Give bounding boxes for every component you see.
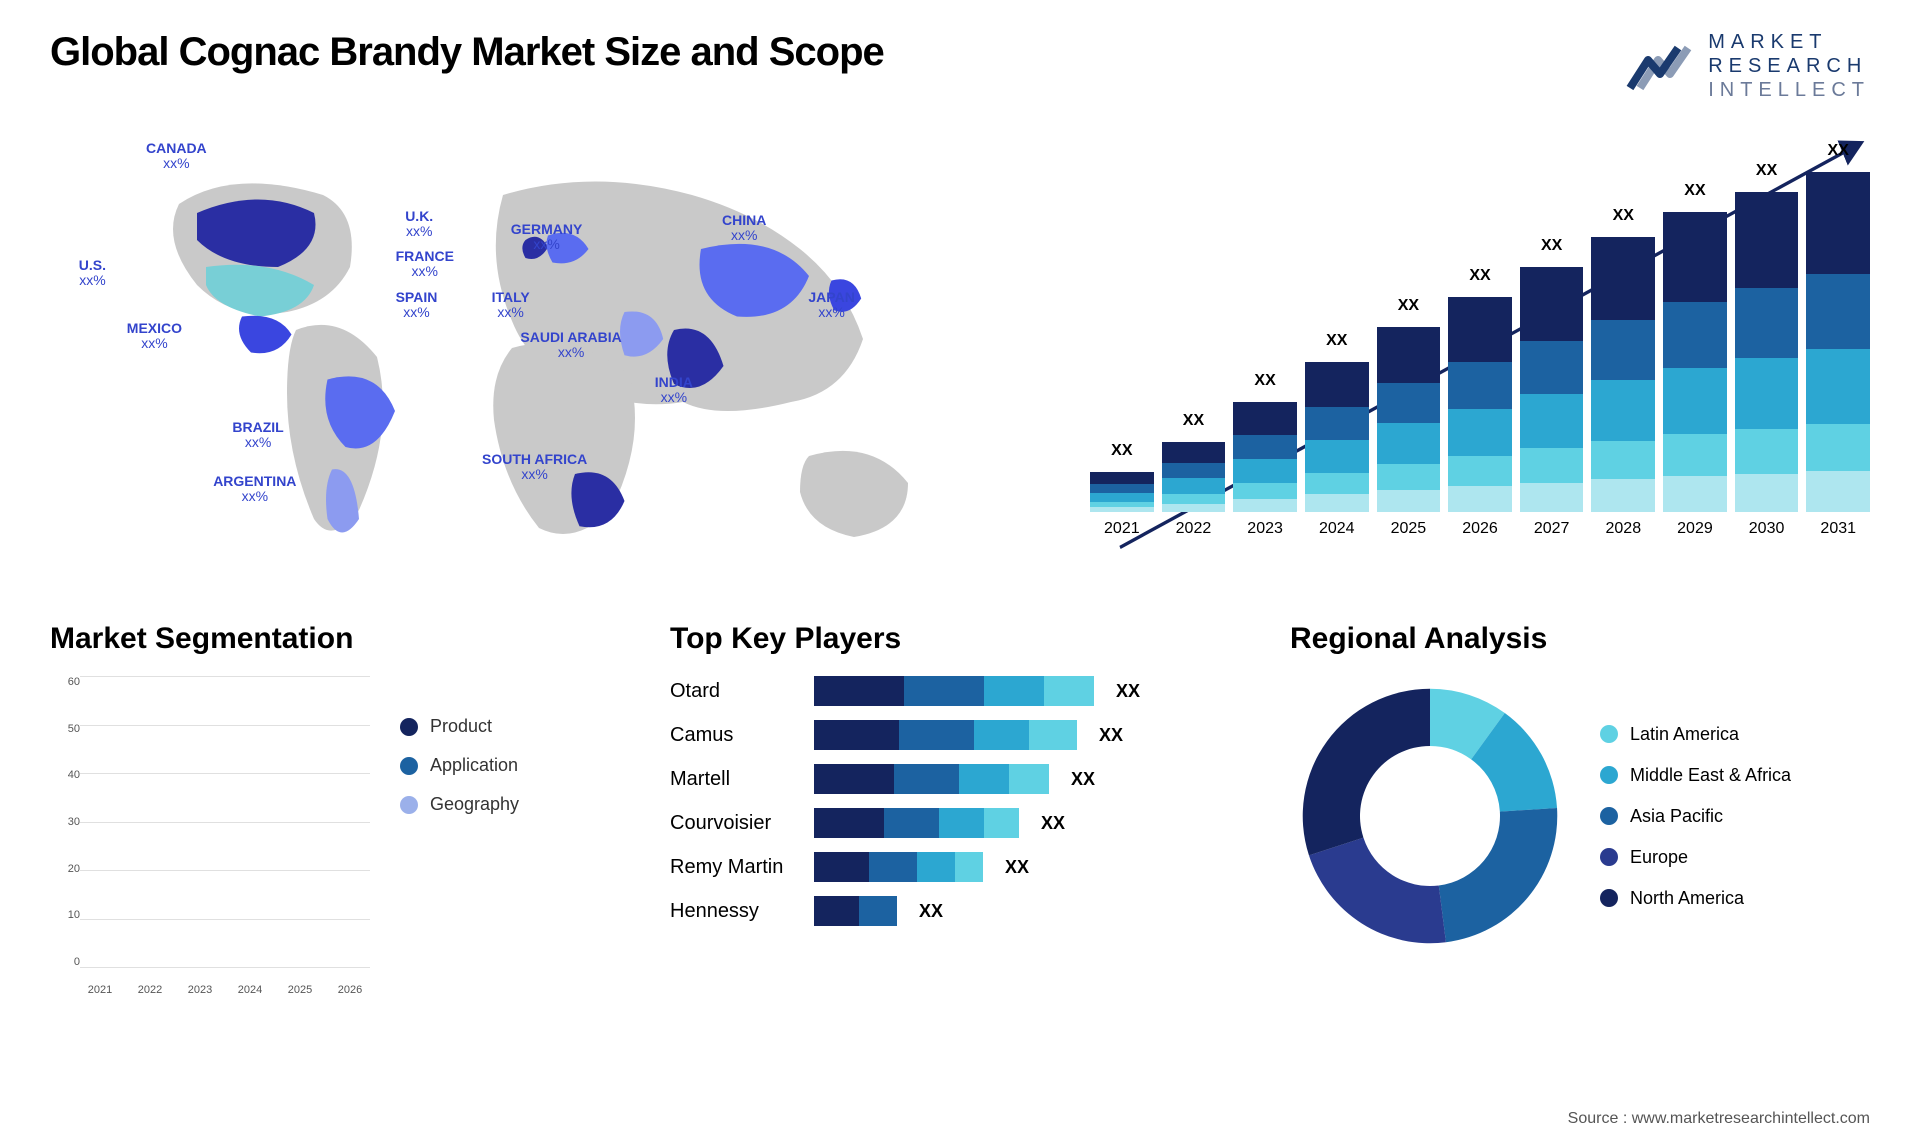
regional-legend-item: Latin America	[1600, 724, 1791, 745]
forecast-year: 2021	[1090, 520, 1154, 538]
map-label-japan: JAPANxx%	[808, 290, 854, 321]
forecast-bar: XX	[1162, 442, 1226, 512]
brand-logo: MARKET RESEARCH INTELLECT	[1626, 30, 1870, 102]
map-label-argentina: ARGENTINAxx%	[213, 474, 296, 505]
forecast-chart: XXXXXXXXXXXXXXXXXXXXXX 20212022202320242…	[1050, 132, 1870, 582]
map-label-france: FRANCExx%	[396, 249, 454, 280]
regional-legend-item: Europe	[1600, 847, 1791, 868]
segmentation-panel: Market Segmentation 6050403020100 202120…	[50, 622, 630, 996]
forecast-year: 2029	[1663, 520, 1727, 538]
segmentation-chart: 6050403020100 202120222023202420252026	[50, 676, 370, 996]
map-label-china: CHINAxx%	[722, 213, 766, 244]
map-label-brazil: BRAZILxx%	[232, 420, 283, 451]
map-label-italy: ITALYxx%	[492, 290, 530, 321]
map-label-canada: CANADAxx%	[146, 141, 207, 172]
regional-legend-item: Middle East & Africa	[1600, 765, 1791, 786]
forecast-bar: XX	[1090, 472, 1154, 512]
forecast-year: 2026	[1448, 520, 1512, 538]
forecast-bar: XX	[1520, 267, 1584, 512]
page-title: Global Cognac Brandy Market Size and Sco…	[50, 30, 884, 75]
world-map: CANADAxx% U.S.xx% MEXICOxx% BRAZILxx% ARGENT…	[50, 132, 1010, 582]
donut-slice	[1439, 808, 1557, 942]
key-player-row: CamusXX	[670, 720, 1250, 750]
forecast-bar: XX	[1448, 297, 1512, 512]
forecast-year: 2028	[1591, 520, 1655, 538]
forecast-bar: XX	[1305, 362, 1369, 512]
map-label-spain: SPAINxx%	[396, 290, 438, 321]
forecast-year: 2030	[1735, 520, 1799, 538]
forecast-bar: XX	[1735, 192, 1799, 512]
source-line: Source : www.marketresearchintellect.com	[1568, 1110, 1870, 1128]
regional-legend-item: Asia Pacific	[1600, 806, 1791, 827]
key-players-panel: Top Key Players OtardXX CamusXX MartellXX C…	[670, 622, 1250, 996]
key-player-row: HennessyXX	[670, 896, 1250, 926]
map-label-germany: GERMANYxx%	[511, 222, 583, 253]
key-player-row: CourvoisierXX	[670, 808, 1250, 838]
key-player-row: MartellXX	[670, 764, 1250, 794]
key-player-row: OtardXX	[670, 676, 1250, 706]
regional-legend-item: North America	[1600, 888, 1791, 909]
key-player-row: Remy MartinXX	[670, 852, 1250, 882]
regional-donut	[1290, 676, 1570, 956]
segmentation-heading: Market Segmentation	[50, 622, 630, 656]
forecast-bar: XX	[1377, 327, 1441, 512]
segmentation-legend-item: Geography	[400, 794, 519, 815]
map-label-us: U.S.xx%	[79, 258, 106, 289]
forecast-year: 2027	[1520, 520, 1584, 538]
key-players-heading: Top Key Players	[670, 622, 1250, 656]
map-label-uk: U.K.xx%	[405, 209, 433, 240]
forecast-bar: XX	[1233, 402, 1297, 512]
logo-text-1: MARKET	[1708, 30, 1870, 54]
regional-heading: Regional Analysis	[1290, 622, 1870, 656]
logo-text-3: INTELLECT	[1708, 78, 1870, 102]
forecast-bar: XX	[1663, 212, 1727, 512]
forecast-bar: XX	[1591, 237, 1655, 512]
donut-slice	[1303, 689, 1430, 856]
map-label-southafrica: SOUTH AFRICAxx%	[482, 452, 587, 483]
regional-panel: Regional Analysis Latin America Middle Ea…	[1290, 622, 1870, 996]
forecast-year: 2022	[1162, 520, 1226, 538]
donut-slice	[1309, 838, 1446, 944]
forecast-year: 2025	[1377, 520, 1441, 538]
map-label-saudiarabia: SAUDI ARABIAxx%	[520, 330, 621, 361]
map-label-mexico: MEXICOxx%	[127, 321, 182, 352]
logo-icon	[1626, 38, 1696, 94]
forecast-year: 2031	[1806, 520, 1870, 538]
segmentation-legend-item: Product	[400, 716, 519, 737]
map-label-india: INDIAxx%	[655, 375, 693, 406]
forecast-year: 2023	[1233, 520, 1297, 538]
segmentation-legend-item: Application	[400, 755, 519, 776]
forecast-bar: XX	[1806, 172, 1870, 512]
forecast-year: 2024	[1305, 520, 1369, 538]
logo-text-2: RESEARCH	[1708, 54, 1870, 78]
